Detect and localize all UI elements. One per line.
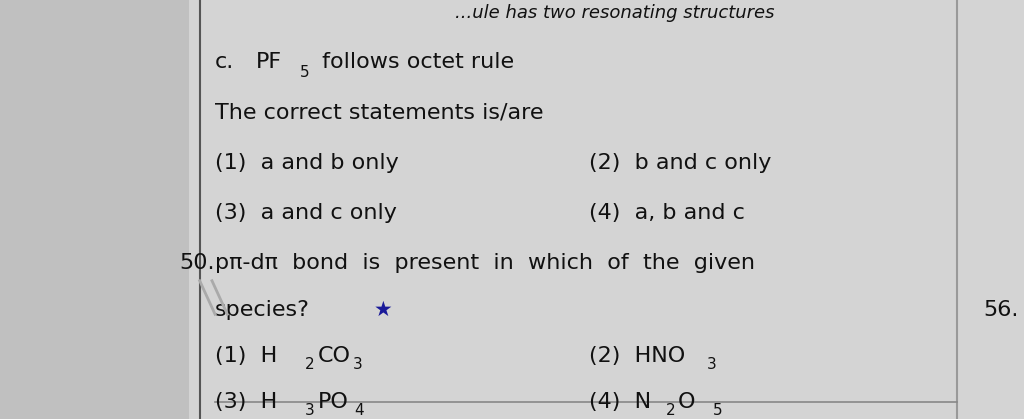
Text: The correct statements is/are: The correct statements is/are <box>215 103 544 123</box>
Text: (1)  a and b only: (1) a and b only <box>215 153 398 173</box>
Text: (2)  HNO: (2) HNO <box>589 346 685 366</box>
FancyBboxPatch shape <box>0 0 189 419</box>
Text: (3)  H: (3) H <box>215 392 278 412</box>
Text: 50.: 50. <box>179 253 215 274</box>
Text: ★: ★ <box>374 300 392 320</box>
Text: 56.: 56. <box>983 300 1019 320</box>
Text: pπ-dπ  bond  is  present  in  which  of  the  given: pπ-dπ bond is present in which of the gi… <box>215 253 755 274</box>
Text: (1)  H: (1) H <box>215 346 278 366</box>
Text: PO: PO <box>317 392 348 412</box>
Text: ...ule has two resonating structures: ...ule has two resonating structures <box>455 4 774 22</box>
Text: 5: 5 <box>300 65 309 80</box>
Text: (4)  a, b and c: (4) a, b and c <box>589 203 744 223</box>
Text: (3)  a and c only: (3) a and c only <box>215 203 397 223</box>
Text: (4)  N: (4) N <box>589 392 651 412</box>
Text: 3: 3 <box>353 357 364 372</box>
Text: 3: 3 <box>305 403 315 418</box>
Text: follows octet rule: follows octet rule <box>315 52 514 72</box>
Text: O: O <box>678 392 695 412</box>
Text: 5: 5 <box>713 403 722 418</box>
Text: PF: PF <box>256 52 283 72</box>
Text: 2: 2 <box>666 403 675 418</box>
Text: species?: species? <box>215 300 310 320</box>
Text: 4: 4 <box>354 403 364 418</box>
Text: c.: c. <box>215 52 234 72</box>
Text: 3: 3 <box>707 357 717 372</box>
Text: 2: 2 <box>305 357 314 372</box>
Text: (2)  b and c only: (2) b and c only <box>589 153 771 173</box>
Text: CO: CO <box>317 346 350 366</box>
